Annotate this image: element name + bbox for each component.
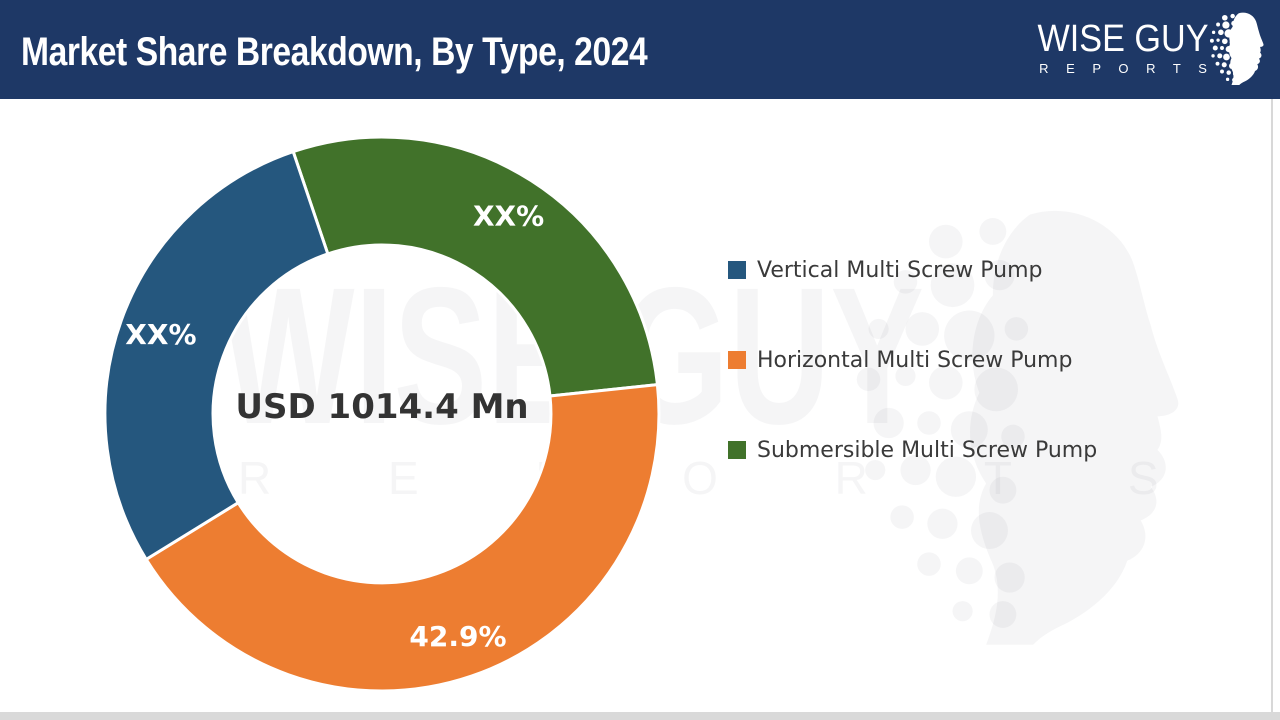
donut-chart: XX% 42.9% XX% [103, 135, 661, 693]
slice-label: XX% [125, 318, 196, 351]
donut-slice-vertical-multi-screw-pump [103, 150, 330, 561]
slice-label: XX% [473, 200, 544, 233]
legend-item: Horizontal Multi Screw Pump [728, 347, 1097, 373]
legend: Vertical Multi Screw Pump Horizontal Mult… [728, 257, 1097, 527]
brand-name: WISE GUY [1037, 18, 1209, 60]
header: Market Share Breakdown, By Type, 2024 WI… [0, 0, 1280, 99]
footer-bar [0, 712, 1280, 720]
brand-tagline: R E P O R T S [1039, 61, 1214, 76]
legend-swatch [728, 261, 746, 279]
donut-center-label: USD 1014.4 Mn [235, 387, 529, 427]
legend-label: Horizontal Multi Screw Pump [757, 347, 1073, 373]
legend-item: Submersible Multi Screw Pump [728, 437, 1097, 463]
chart-area: WISE GUY R E P O R T S XX% 42.9% XX% USD 1… [0, 99, 1280, 712]
legend-label: Submersible Multi Screw Pump [757, 437, 1098, 463]
legend-item: Vertical Multi Screw Pump [728, 257, 1097, 283]
wiseguy-face-icon [1209, 12, 1264, 85]
legend-swatch [728, 441, 746, 459]
legend-swatch [728, 351, 746, 369]
donut-slice-submersible-multi-screw-pump [291, 135, 659, 398]
page-title: Market Share Breakdown, By Type, 2024 [21, 30, 648, 74]
brand-logo: WISE GUY R E P O R T S [1028, 6, 1264, 90]
legend-label: Vertical Multi Screw Pump [757, 257, 1043, 283]
right-edge-divider [1271, 99, 1273, 712]
slice-label: 42.9% [409, 620, 506, 653]
brand-wordmark: WISE GUY R E P O R T S [1028, 20, 1218, 76]
donut-slice-horizontal-multi-screw-pump [144, 383, 661, 693]
